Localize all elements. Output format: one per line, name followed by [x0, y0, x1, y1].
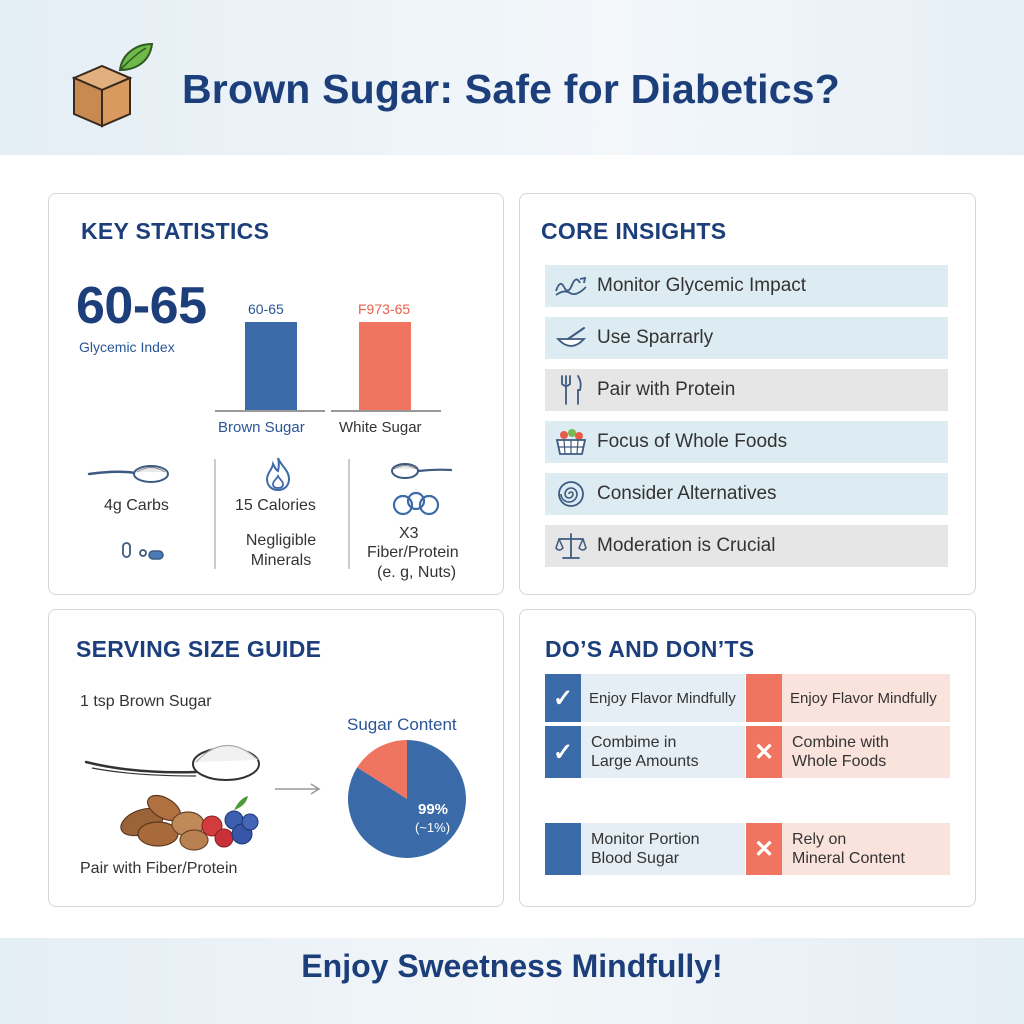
insight-item-whole-foods: Focus of Whole Foods: [545, 421, 948, 463]
dont-text: Enjoy Flavor Mindfully: [790, 689, 937, 707]
insight-item-alternatives: Consider Alternatives: [545, 473, 948, 515]
chart-wave-icon: [555, 276, 587, 296]
page-title: Brown Sugar: Safe for Diabetics?: [182, 66, 840, 112]
brown-sugar-bar: [245, 322, 297, 410]
insight-label: Consider Alternatives: [597, 483, 777, 504]
do-text: Combime in Large Amounts: [581, 733, 699, 771]
carbs-stat: 4g Carbs: [104, 497, 169, 514]
white-sugar-label: White Sugar: [339, 419, 422, 436]
key-statistics-title: KEY STATISTICS: [81, 218, 270, 244]
do-cell-2: ✓ Combime in Large Amounts: [545, 726, 745, 778]
dont-line-1: Combine with: [792, 734, 889, 751]
brown-sugar-bar-value: 60-65: [248, 301, 284, 317]
fork-knife-icon: [561, 375, 582, 405]
insight-item-sparingly: Use Sparrarly: [545, 317, 948, 359]
stats-divider-1: [214, 459, 216, 569]
do-mark-blank: [545, 823, 581, 875]
insight-label: Focus of Whole Foods: [597, 431, 788, 452]
flame-icon: [265, 457, 291, 492]
pie-main-label: 99%: [418, 801, 449, 818]
spoon-bowl-icon: [555, 327, 587, 347]
do-line-1: Combime in: [591, 734, 677, 751]
serving-size-card: SERVING SIZE GUIDE 1 tsp Brown Sugar Pai…: [48, 609, 504, 907]
fiber-multiplier-stat: X3: [399, 525, 419, 542]
scale-icon: [555, 533, 587, 559]
insight-label: Moderation is Crucial: [597, 535, 776, 556]
sugar-content-pie: [348, 740, 466, 858]
pills-icon: [122, 542, 164, 560]
insight-label: Pair with Protein: [597, 379, 736, 400]
core-insights-title: CORE INSIGHTS: [541, 218, 727, 244]
do-text: Enjoy Flavor Mindfully: [589, 689, 736, 707]
white-sugar-bar: [359, 322, 411, 410]
do-line-2: Blood Sugar: [591, 850, 680, 867]
do-line-2: Large Amounts: [591, 753, 699, 770]
core-insights-card: CORE INSIGHTS Monitor Glycemic Impact Us…: [519, 193, 976, 595]
dont-line-1: Rely on: [792, 831, 847, 848]
insight-item-moderation: Moderation is Crucial: [545, 525, 948, 567]
serving-size-title: SERVING SIZE GUIDE: [76, 636, 322, 662]
fiber-protein-stat: Fiber/Protein: [367, 544, 459, 561]
spoon-with-nuts-icon: [84, 744, 260, 851]
brown-sugar-axis: [215, 410, 325, 412]
do-line-1: Monitor Portion: [591, 831, 700, 848]
nuts-example-stat: (e. g, Nuts): [377, 564, 457, 581]
pair-label: Pair with Fiber/Protein: [80, 860, 238, 877]
pie-slice-blue: [348, 740, 466, 858]
insight-item-glycemic: Monitor Glycemic Impact: [545, 265, 948, 307]
dont-text: Rely on Mineral Content: [782, 830, 905, 868]
spiral-icon: [558, 481, 584, 507]
pie-slice-red: [357, 740, 407, 799]
tsp-label: 1 tsp Brown Sugar: [80, 693, 212, 710]
calories-stat: 15 Calories: [235, 497, 316, 514]
dont-line-2: Mineral Content: [792, 850, 905, 867]
dos-donts-card: DO’S AND DON’TS ✓ Enjoy Flavor Mindfully…: [519, 609, 976, 907]
key-statistics-card: KEY STATISTICS 60-65 Glycemic Index 60-6…: [48, 193, 504, 595]
pie-title: Sugar Content: [347, 715, 457, 734]
header-banner: [0, 0, 1024, 155]
insight-label: Monitor Glycemic Impact: [597, 275, 807, 296]
white-sugar-axis: [331, 410, 441, 412]
check-icon: ✓: [545, 726, 581, 778]
x-icon: ✕: [746, 823, 782, 875]
do-cell-1: ✓ Enjoy Flavor Mindfully: [545, 674, 745, 722]
x-icon: ✕: [746, 726, 782, 778]
do-cell-3: Monitor Portion Blood Sugar: [545, 823, 745, 875]
triple-ring-icon: [392, 491, 440, 516]
dont-cell-2: ✕ Combine with Whole Foods: [746, 726, 950, 778]
sugar-cube-logo-icon: [71, 42, 154, 128]
glycemic-index-label: Glycemic Index: [79, 339, 175, 355]
check-icon: ✓: [545, 674, 581, 722]
dont-text: Combine with Whole Foods: [782, 733, 889, 771]
brown-sugar-label: Brown Sugar: [218, 419, 305, 436]
dont-mark-blank: [746, 674, 782, 722]
spoon-icon: [87, 465, 169, 483]
white-sugar-bar-value: F973-65: [358, 301, 411, 317]
footer-banner: [0, 938, 1024, 1024]
insight-item-protein: Pair with Protein: [545, 369, 948, 411]
dont-cell-1: Enjoy Flavor Mindfully: [746, 674, 950, 722]
dos-donts-title: DO’S AND DON’TS: [545, 636, 755, 662]
dont-cell-3: ✕ Rely on Mineral Content: [746, 823, 950, 875]
minerals-stat: Negligible Minerals: [245, 532, 317, 569]
insight-label: Use Sparrarly: [597, 327, 714, 348]
do-text: Monitor Portion Blood Sugar: [581, 830, 700, 868]
pie-sub-label: (~1%): [415, 820, 451, 835]
stats-divider-2: [348, 459, 350, 569]
basket-icon: [555, 429, 587, 455]
glycemic-index-value: 60-65: [76, 277, 207, 335]
dont-line-2: Whole Foods: [792, 753, 887, 770]
arrow-right-icon: [275, 783, 321, 795]
footer-text: Enjoy Sweetness Mindfully!: [301, 948, 723, 984]
spoon-small-icon: [391, 463, 453, 479]
